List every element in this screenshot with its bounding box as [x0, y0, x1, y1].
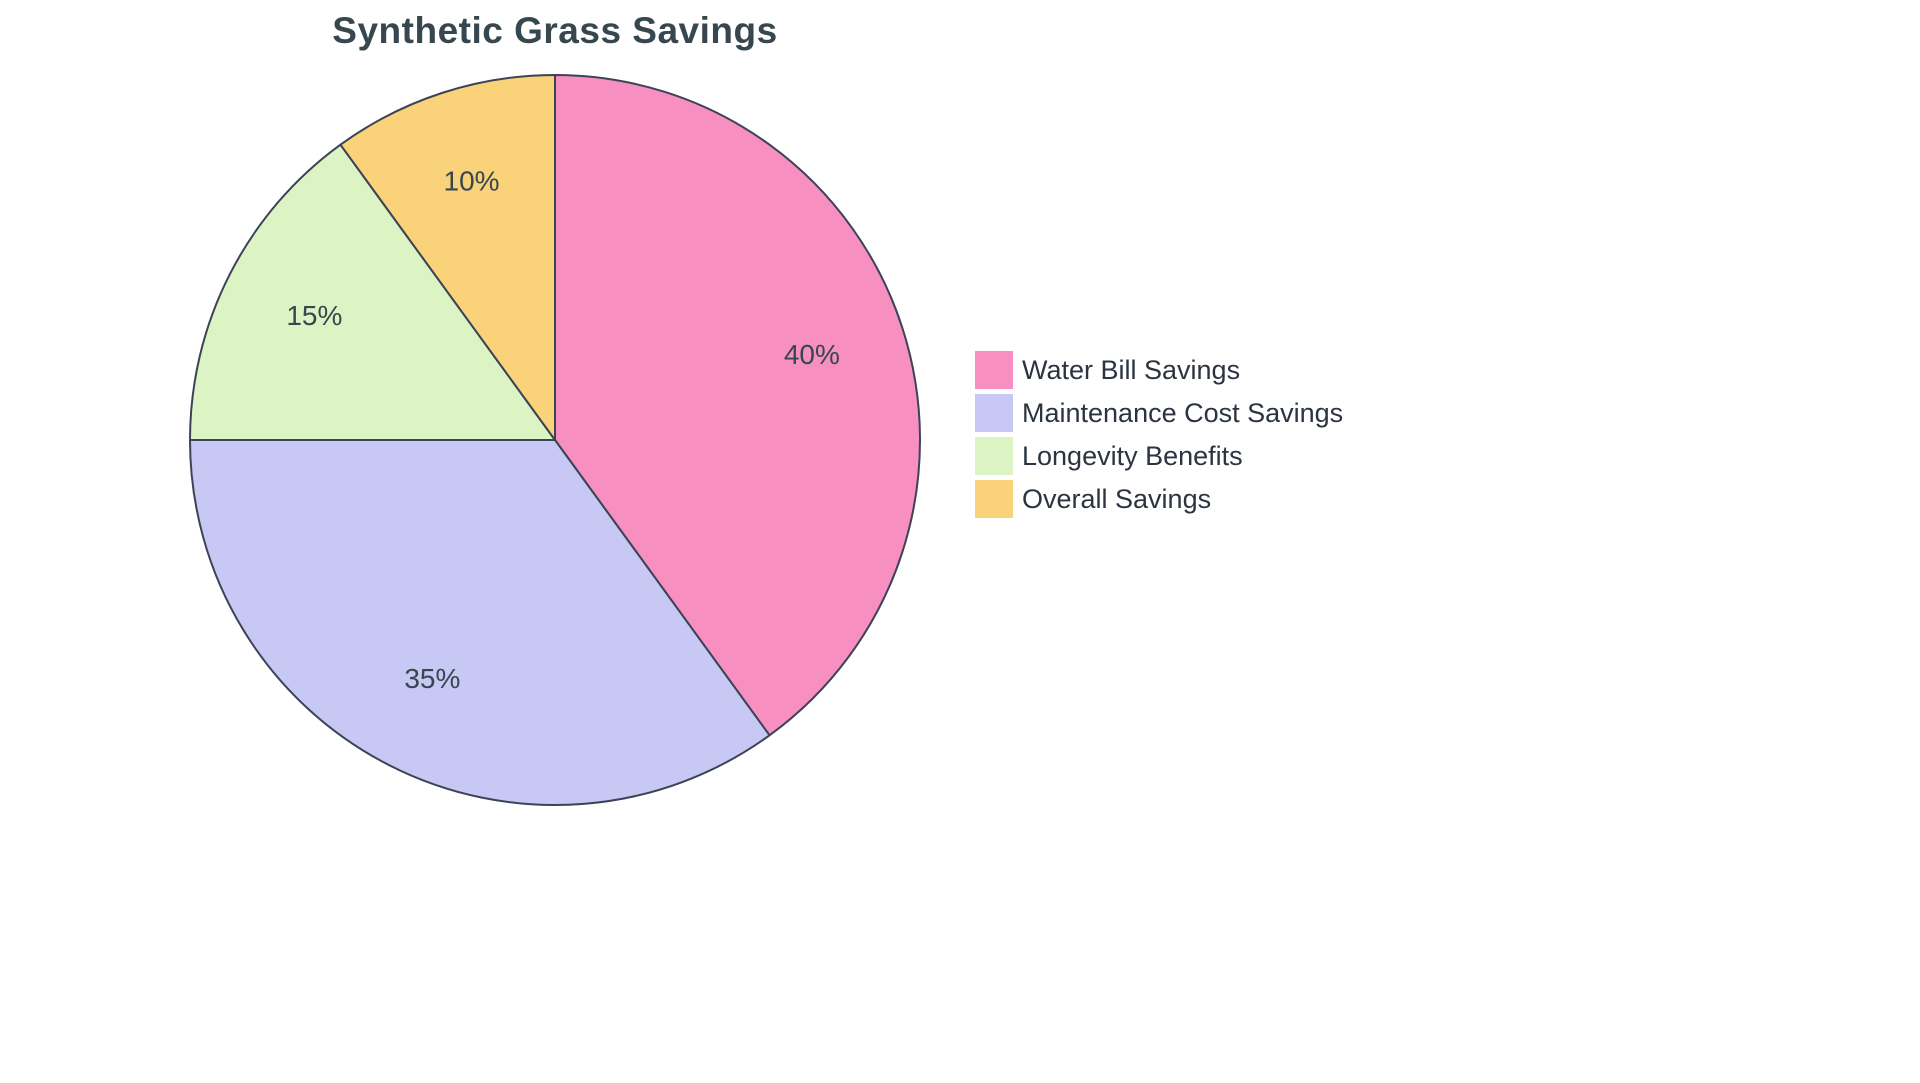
pie-slice-maintenance-cost-savings [189, 439, 771, 806]
legend: Water Bill Savings Maintenance Cost Savin… [975, 351, 1343, 518]
slice-label-longevity-benefits: 15% [286, 300, 342, 331]
legend-item-maintenance-cost-savings: Maintenance Cost Savings [975, 394, 1343, 432]
legend-label-maintenance-cost-savings: Maintenance Cost Savings [1022, 397, 1344, 428]
pie-slice-longevity-benefits [189, 143, 556, 441]
legend-label-overall-savings: Overall Savings [1022, 483, 1212, 514]
legend-label-water-bill-savings: Water Bill Savings [1022, 354, 1241, 385]
chart-title: Synthetic Grass Savings [332, 10, 778, 51]
legend-label-longevity-benefits: Longevity Benefits [1022, 440, 1243, 471]
legend-item-overall-savings: Overall Savings [975, 480, 1343, 518]
legend-swatch-overall-savings [975, 480, 1013, 518]
slice-label-water-bill-savings: 40% [784, 339, 840, 370]
legend-item-water-bill-savings: Water Bill Savings [975, 351, 1343, 389]
pie-slice-water-bill-savings [554, 74, 921, 737]
legend-swatch-water-bill-savings [975, 351, 1013, 389]
slice-label-overall-savings: 10% [444, 166, 500, 197]
slice-label-maintenance-cost-savings: 35% [404, 663, 460, 694]
legend-item-longevity-benefits: Longevity Benefits [975, 437, 1343, 475]
pie-slice-overall-savings [339, 74, 556, 441]
legend-swatch-maintenance-cost-savings [975, 394, 1013, 432]
legend-swatch-longevity-benefits [975, 437, 1013, 475]
